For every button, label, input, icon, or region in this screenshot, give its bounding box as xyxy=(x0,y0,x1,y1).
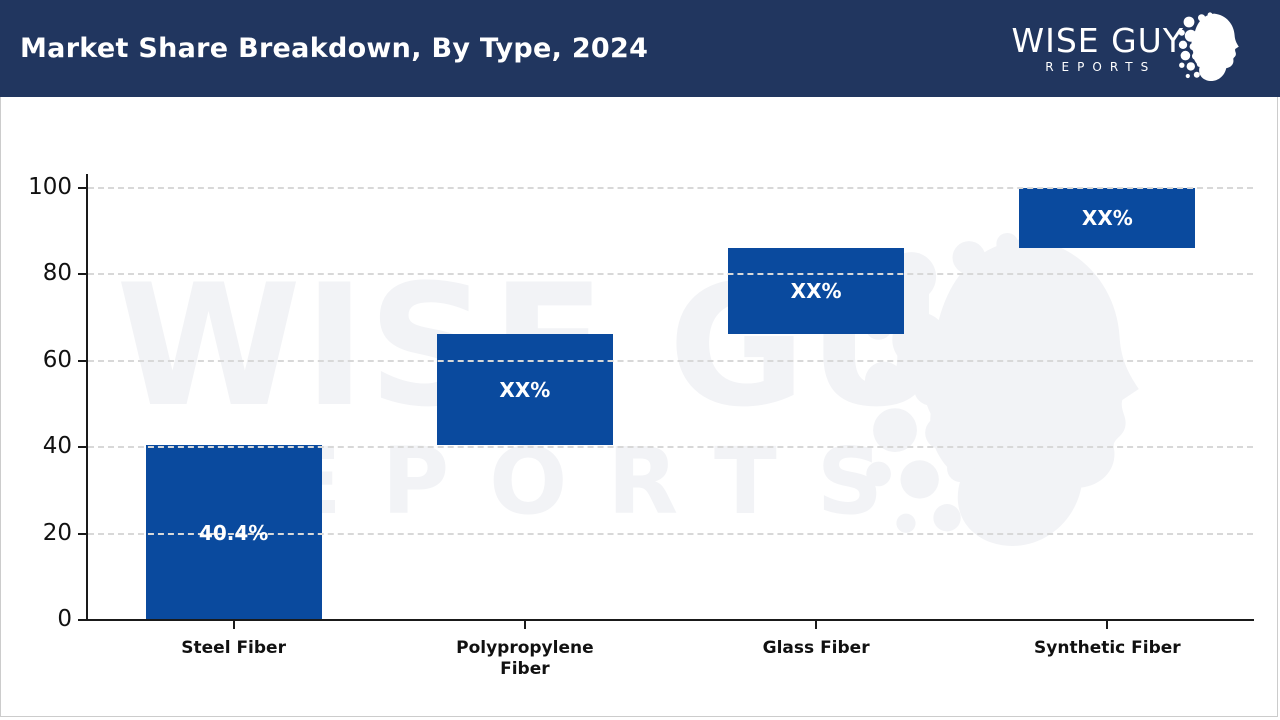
y-tick-label-80: 80 xyxy=(42,260,72,287)
x-category-label: Glass Fiber xyxy=(762,638,870,658)
x-tick-2 xyxy=(523,621,526,629)
x-category-label: Steel Fiber xyxy=(181,638,286,658)
y-tick-40 xyxy=(78,446,86,449)
bar-glass-fiber xyxy=(728,247,905,334)
y-axis-spine xyxy=(86,174,88,621)
y-tick-100 xyxy=(78,187,86,189)
y-tick-label-60: 60 xyxy=(42,346,72,373)
logo-subtitle: REPORTS xyxy=(1045,60,1157,74)
x-category-label: Synthetic Fiber xyxy=(1034,638,1181,658)
header-band: Market Share Breakdown, By Type, 2024 WI… xyxy=(0,0,1280,97)
y-tick-label-100: 100 xyxy=(28,174,72,200)
plot-area: 40.4% XX% XX% XX% xyxy=(88,187,1253,620)
bar-synthetic-fiber xyxy=(1019,188,1196,248)
gridline-20 xyxy=(88,532,1253,535)
gridline-40 xyxy=(88,446,1253,449)
figure-frame xyxy=(0,97,1278,717)
x-axis-spine xyxy=(86,619,1254,621)
x-tick-3 xyxy=(815,621,818,629)
y-tick-20 xyxy=(78,532,86,535)
bar-value-label: XX% xyxy=(1081,205,1133,230)
y-tick-label-20: 20 xyxy=(42,519,72,546)
x-category-label: Polypropylene Fiber xyxy=(456,638,594,680)
wise-guy-reports-logo: WISE GUY REPORTS xyxy=(1011,10,1250,88)
y-tick-0 xyxy=(78,619,86,621)
logo-text: WISE GUY REPORTS xyxy=(1011,24,1184,73)
x-tick-4 xyxy=(1106,621,1109,629)
bar-value-label: XX% xyxy=(790,278,842,303)
logo-wordmark: WISE GUY xyxy=(1011,21,1184,60)
gridline-80 xyxy=(88,273,1253,276)
x-tick-1 xyxy=(232,621,235,629)
gridline-60 xyxy=(88,359,1253,362)
gridline-100 xyxy=(88,187,1253,189)
bar-value-label: XX% xyxy=(499,377,551,402)
page-title: Market Share Breakdown, By Type, 2024 xyxy=(20,33,649,64)
dotted-head-logo-icon xyxy=(1176,10,1250,88)
y-tick-label-0: 0 xyxy=(57,606,72,632)
bar-polypropylene-fiber xyxy=(436,333,613,446)
y-tick-60 xyxy=(78,359,86,362)
bar-value-label: 40.4% xyxy=(198,520,269,545)
y-tick-80 xyxy=(78,273,86,276)
y-tick-label-40: 40 xyxy=(42,433,72,460)
